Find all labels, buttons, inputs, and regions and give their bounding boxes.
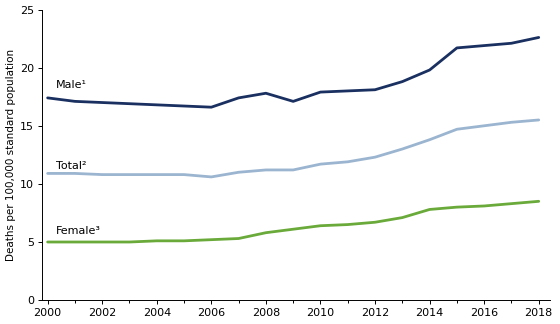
- Text: Female³: Female³: [56, 226, 101, 236]
- Text: Male¹: Male¹: [56, 80, 87, 90]
- Y-axis label: Deaths per 100,000 standard population: Deaths per 100,000 standard population: [6, 49, 16, 261]
- Text: Total²: Total²: [56, 161, 86, 171]
